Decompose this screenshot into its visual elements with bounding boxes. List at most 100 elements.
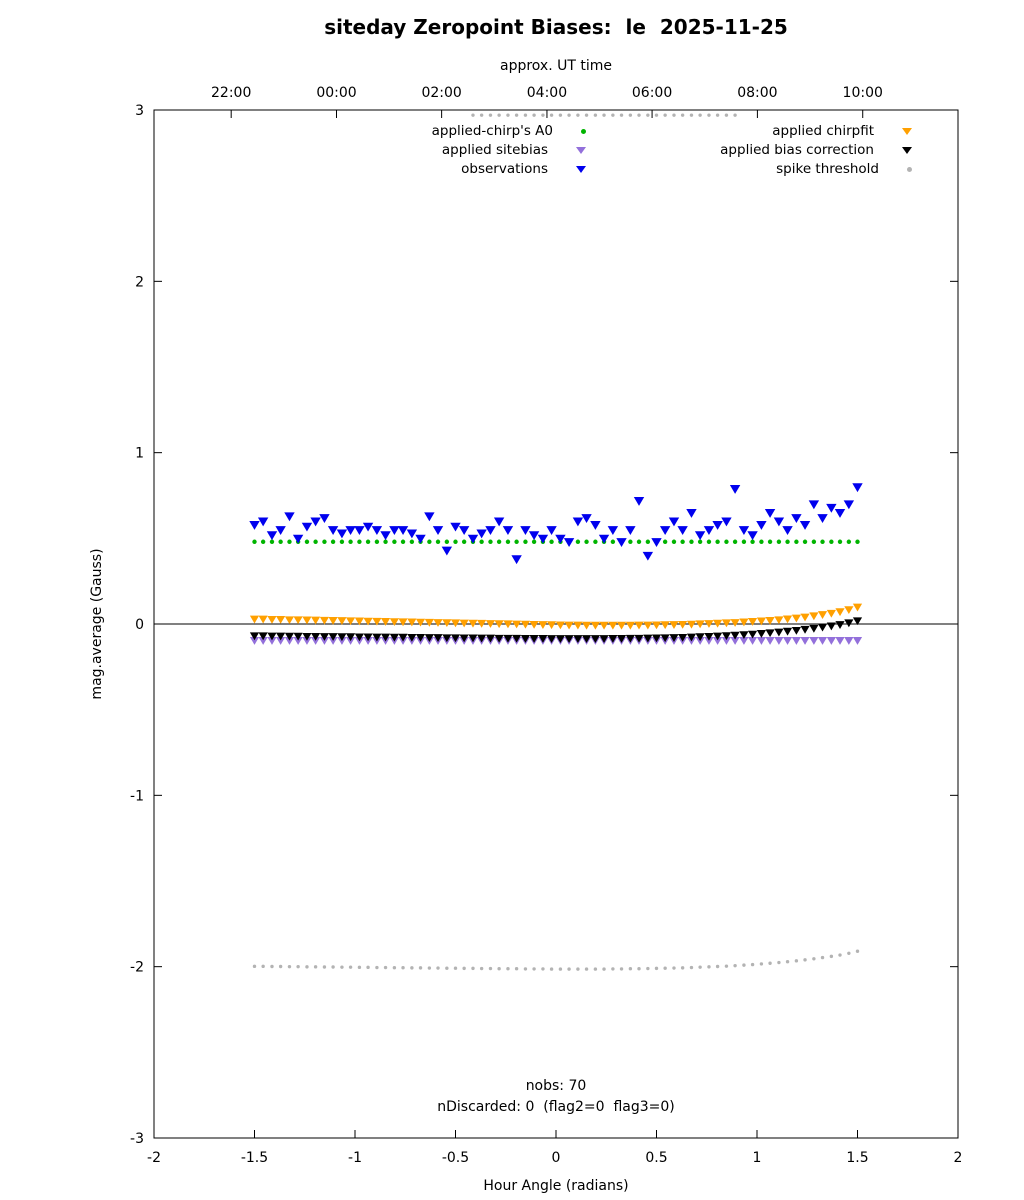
series-4-triangle-marker <box>590 635 600 643</box>
series-5-dot-marker <box>742 963 746 967</box>
x-axis-tick-label: 1.5 <box>846 1150 868 1166</box>
series-0-dot-marker <box>697 539 703 544</box>
series-3-triangle-marker <box>616 621 627 630</box>
series-5-dot-marker <box>252 964 257 969</box>
series-0-dot-marker <box>252 539 257 544</box>
series-4-triangle-marker <box>546 635 557 643</box>
series-2-triangle-marker <box>694 531 706 541</box>
series-5-dot-marker <box>593 967 598 971</box>
x-axis-title: Hour Angle (radians) <box>483 1178 629 1194</box>
series-5-dot-marker <box>619 967 624 971</box>
series-5-dot-marker <box>646 966 650 971</box>
series-0-dot-marker <box>837 539 843 544</box>
series-5-dot-marker <box>445 966 449 970</box>
series-2-triangle-marker <box>546 526 557 535</box>
series-4-triangle-marker <box>791 626 801 635</box>
series-1-triangle-marker <box>756 637 767 645</box>
series-4-triangle-marker <box>730 631 740 640</box>
series-0-dot-marker <box>689 539 694 544</box>
series-3-triangle-marker <box>634 621 644 630</box>
series-5-dot-marker <box>348 965 353 969</box>
series-4-triangle-marker <box>398 633 408 642</box>
series-4-triangle-marker <box>765 629 775 638</box>
series-5-dot-marker <box>847 951 851 956</box>
series-5-dot-marker <box>724 964 729 968</box>
y-axis-tick-label: 2 <box>135 274 144 290</box>
series-3-triangle-marker <box>485 620 496 628</box>
series-0-dot-marker <box>531 539 537 544</box>
series-2-triangle-marker <box>799 520 811 530</box>
series-4-triangle-marker <box>529 635 539 643</box>
y-axis-tick-label: -3 <box>130 1131 144 1147</box>
series-3-triangle-marker <box>765 617 775 625</box>
series-4-triangle-marker <box>293 632 303 641</box>
series-1-triangle-marker <box>817 637 828 645</box>
series-2-triangle-marker <box>528 531 540 541</box>
series-1-triangle-marker <box>713 637 723 645</box>
nobs-text: nobs: 70 <box>525 1078 587 1094</box>
series-3-triangle-marker <box>529 620 539 629</box>
series-0-dot-marker <box>304 539 310 544</box>
series-5-upper-dot-marker <box>514 113 519 117</box>
series-4-triangle-marker <box>337 633 347 642</box>
series-2-triangle-marker <box>764 508 776 518</box>
series-2-triangle-marker <box>782 526 793 535</box>
series-5-dot-marker <box>663 966 667 970</box>
series-1-triangle-marker <box>774 637 784 645</box>
series-0-dot-marker <box>330 539 336 544</box>
legend-label: applied-chirp's A0 <box>431 123 553 139</box>
series-3-triangle-marker <box>678 620 688 629</box>
series-5-dot-marker <box>383 965 388 970</box>
series-4-triangle-marker <box>345 633 356 642</box>
ut-axis-tick-label: 02:00 <box>421 85 461 101</box>
series-4-triangle-marker <box>651 634 662 643</box>
series-2-triangle-marker <box>511 555 522 565</box>
series-4-triangle-marker <box>695 633 705 642</box>
series-5-dot-marker <box>611 967 615 971</box>
series-4-triangle-marker <box>660 634 670 643</box>
series-3-triangle-marker <box>258 615 268 624</box>
series-3-triangle-marker <box>302 616 312 625</box>
series-1-triangle-marker <box>800 637 810 645</box>
series-3-triangle-marker <box>328 617 338 625</box>
legend-label: applied sitebias <box>441 142 548 158</box>
series-3-triangle-marker <box>643 621 653 630</box>
series-4-triangle-marker <box>249 632 260 641</box>
series-5-upper-dot-marker <box>672 113 676 117</box>
series-2-triangle-marker <box>319 514 330 523</box>
series-5-dot-marker <box>392 965 397 970</box>
series-2-triangle-marker <box>432 526 444 535</box>
series-2-triangle-marker <box>284 512 295 522</box>
series-2-triangle-marker <box>738 526 750 535</box>
series-2-triangle-marker <box>843 500 855 510</box>
ut-axis-tick-label: 10:00 <box>843 85 883 101</box>
series-0-dot-marker <box>846 539 852 544</box>
series-3-triangle-marker <box>319 616 330 625</box>
series-5-upper-dot-marker <box>567 113 571 117</box>
series-4-triangle-marker <box>538 635 548 643</box>
y-axis-tick-label: 1 <box>135 446 144 462</box>
series-4-triangle-marker <box>433 634 443 642</box>
series-4-triangle-marker <box>380 633 391 642</box>
series-4-triangle-marker <box>302 632 312 641</box>
series-0-dot-marker <box>269 539 275 544</box>
series-0-dot-marker <box>829 539 834 544</box>
series-5-dot-marker <box>506 967 510 971</box>
series-5-upper-dot-marker <box>549 113 554 117</box>
series-4-triangle-marker <box>686 633 697 642</box>
series-2-triangle-marker <box>633 497 645 506</box>
series-2-triangle-marker <box>563 538 575 547</box>
series-5-upper-dot-marker <box>506 113 510 117</box>
stats-annotation: nobs: 70 nDiscarded: 0 (flag2=0 flag3=0) <box>154 1076 958 1118</box>
series-1-triangle-marker <box>730 637 740 645</box>
series-4-triangle-marker <box>844 619 854 628</box>
series-1-triangle-marker <box>844 637 854 645</box>
series-4-triangle-marker <box>782 627 793 636</box>
series-4-triangle-marker <box>477 634 487 643</box>
series-4-triangle-marker <box>354 633 365 642</box>
series-5-dot-marker <box>418 966 423 970</box>
series-3-triangle-marker <box>249 615 260 624</box>
series-3-triangle-marker <box>363 617 373 626</box>
series-0-dot-marker <box>584 539 589 544</box>
series-5-upper-dot-marker <box>584 113 589 117</box>
